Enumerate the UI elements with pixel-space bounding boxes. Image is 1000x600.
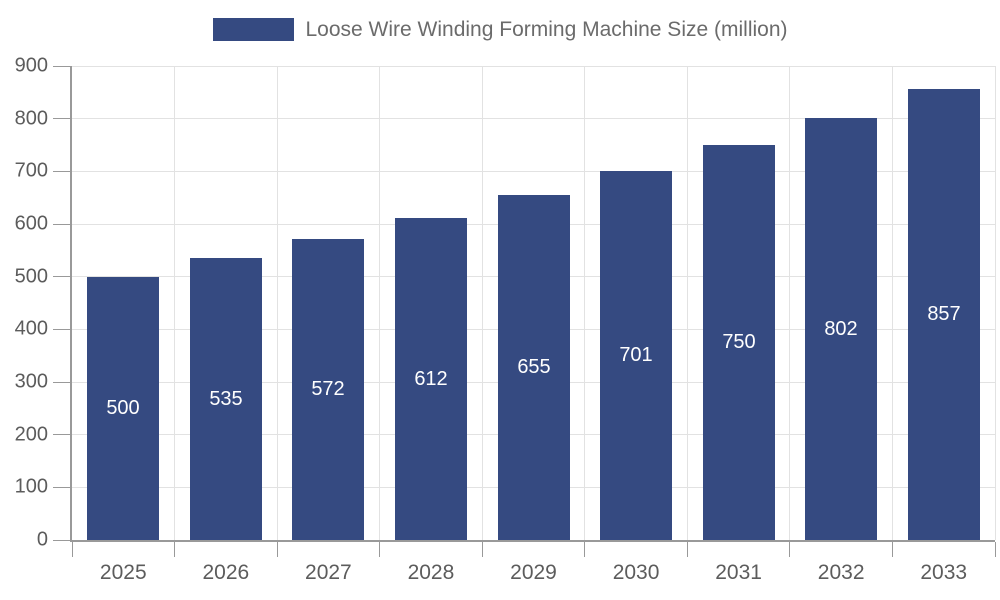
y-tick-label: 400 (14, 317, 48, 340)
x-gridline (994, 66, 996, 540)
bar-value-label: 612 (414, 367, 448, 390)
y-gridline (72, 65, 995, 67)
x-tick-label: 2027 (305, 561, 352, 584)
x-tick-label: 2033 (920, 561, 968, 584)
x-axis-tick (584, 542, 586, 557)
y-axis-tick (53, 434, 70, 436)
y-tick-label: 700 (14, 159, 48, 182)
y-axis-tick (53, 539, 70, 541)
bar-value-label: 802 (824, 317, 858, 340)
x-axis-tick (686, 542, 688, 557)
plot-area: 500 535 572 612 655 701 750 802 857 (53, 65, 996, 557)
x-gridline (276, 66, 278, 540)
legend-label: Loose Wire Winding Forming Machine Size … (305, 18, 788, 41)
x-gridline (481, 66, 483, 540)
y-tick-label: 900 (14, 54, 48, 77)
x-gridline (789, 66, 791, 540)
bar: 857 (908, 89, 980, 540)
x-axis-tick (174, 542, 176, 557)
bar-value-label: 857 (927, 303, 961, 325)
bar-value-label: 500 (106, 397, 140, 419)
bar-value-label: 572 (311, 378, 345, 400)
y-tick-label: 800 (14, 107, 48, 130)
x-tick-label: 2025 (99, 561, 147, 584)
x-axis-tick (276, 542, 278, 557)
bar-value-label: 535 (209, 387, 243, 410)
bar: 750 (703, 145, 775, 540)
y-axis-tick (53, 65, 70, 67)
x-axis-tick (71, 542, 73, 557)
y-tick-label: 500 (14, 265, 48, 288)
bar: 802 (805, 118, 877, 540)
x-tick-label: 2031 (715, 561, 762, 584)
bar: 701 (600, 171, 672, 540)
x-axis-tick (994, 542, 996, 557)
y-axis-tick (53, 486, 70, 488)
y-tick-label: 100 (14, 475, 48, 498)
y-tick-label: 200 (14, 423, 48, 446)
x-axis-tick (891, 542, 893, 557)
x-tick-label: 2030 (612, 561, 660, 584)
x-gridline (686, 66, 688, 540)
y-axis-tick (53, 223, 70, 225)
x-gridline (379, 66, 381, 540)
bar: 500 (87, 277, 159, 540)
x-tick-label: 2028 (407, 561, 455, 584)
legend-swatch (212, 18, 294, 42)
x-gridline (174, 66, 176, 540)
y-axis-tick (53, 170, 70, 172)
x-tick-label: 2029 (510, 561, 557, 584)
x-axis-tick (789, 542, 791, 557)
bar: 612 (395, 218, 467, 540)
x-gridline (891, 66, 893, 540)
y-gridline (72, 118, 995, 120)
legend-item[interactable]: Loose Wire Winding Forming Machine Size … (0, 17, 1000, 42)
bar-value-label: 701 (619, 344, 653, 366)
x-axis-tick (481, 542, 483, 557)
bar: 535 (190, 258, 262, 540)
y-axis-tick (53, 381, 70, 383)
x-gridline (584, 66, 586, 540)
y-axis-tick (53, 276, 70, 278)
y-axis-tick (53, 118, 70, 120)
bar-value-label: 655 (517, 356, 551, 378)
x-tick-label: 2026 (202, 561, 250, 584)
y-tick-label: 300 (14, 370, 48, 393)
y-gridline (72, 170, 995, 172)
bar-value-label: 750 (722, 331, 756, 353)
y-axis-tick (53, 328, 70, 330)
x-tick-label: 2032 (817, 561, 865, 584)
x-axis-tick (379, 542, 381, 557)
y-tick-label: 600 (14, 212, 48, 235)
bar: 572 (292, 239, 364, 540)
y-tick-label: 0 (36, 528, 48, 551)
bar: 655 (498, 195, 570, 540)
